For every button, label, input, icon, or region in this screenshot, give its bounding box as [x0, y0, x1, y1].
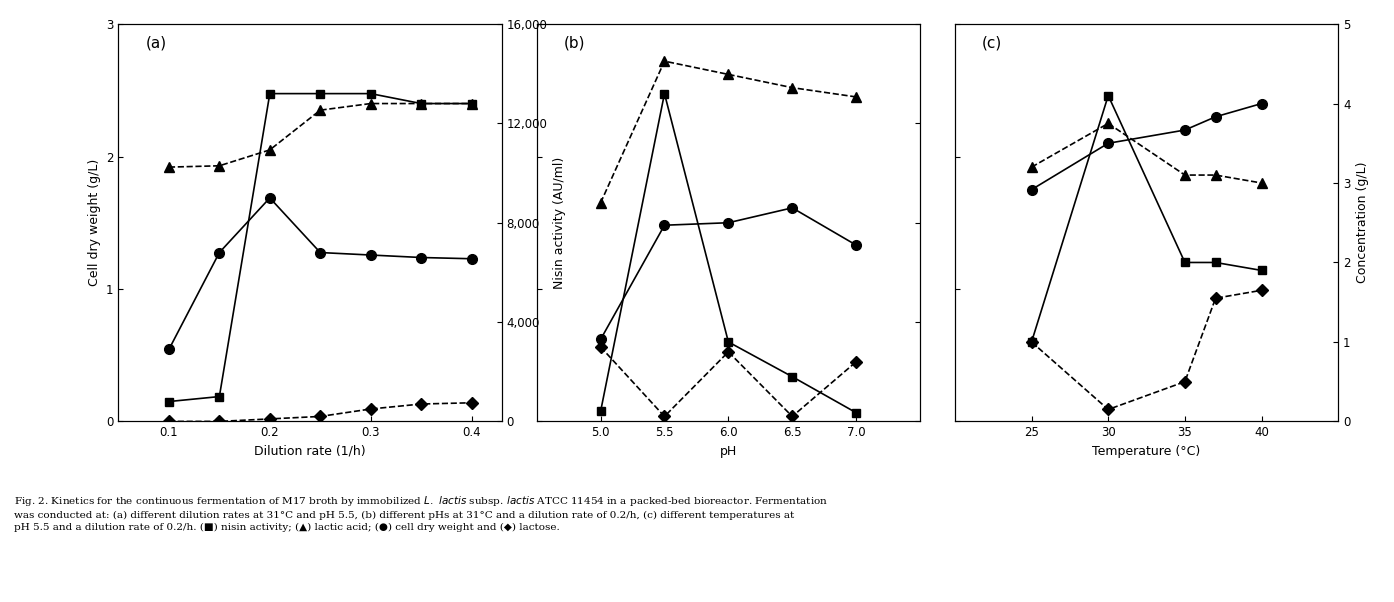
X-axis label: pH: pH	[719, 445, 737, 458]
Y-axis label: Cell dry weight (g/L): Cell dry weight (g/L)	[88, 159, 100, 287]
Y-axis label: Concentration (g/L): Concentration (g/L)	[1356, 162, 1369, 284]
Text: (c): (c)	[981, 36, 1002, 51]
Text: Fig. 2. Kinetics for the continuous fermentation of M17 broth by immobilized $\i: Fig. 2. Kinetics for the continuous ferm…	[14, 494, 828, 532]
X-axis label: Dilution rate (1/h): Dilution rate (1/h)	[254, 445, 367, 458]
Y-axis label: Nisin activity (AU/ml): Nisin activity (AU/ml)	[553, 157, 566, 289]
Text: (a): (a)	[145, 36, 166, 51]
X-axis label: Temperature (°C): Temperature (°C)	[1093, 445, 1200, 458]
Text: (b): (b)	[563, 36, 585, 51]
